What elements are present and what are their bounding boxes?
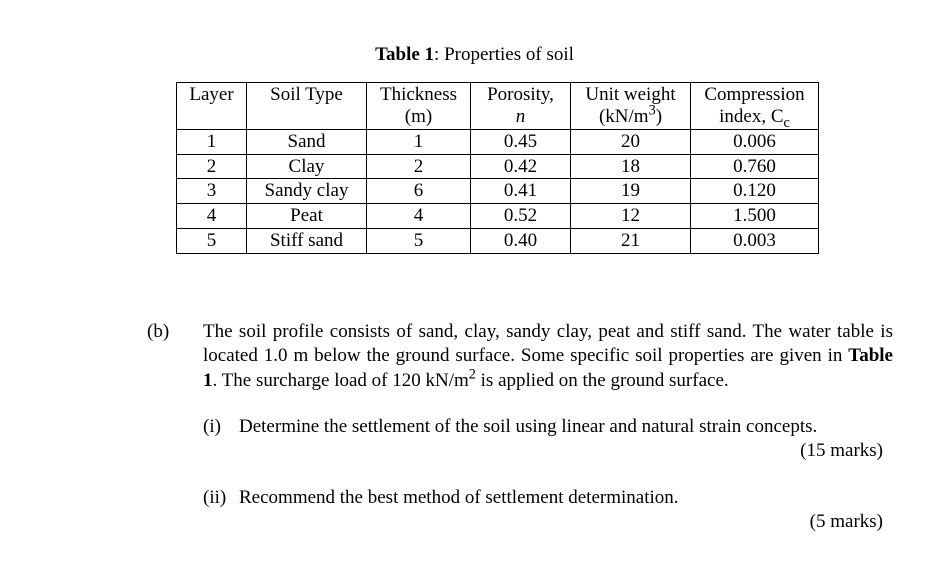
table-header-line1: Soil Type — [253, 84, 360, 106]
table-cell: 6 — [367, 179, 471, 204]
table-cell: 1.500 — [691, 204, 819, 229]
table-header-line2: index, Cc — [697, 106, 812, 128]
subitem-label: (ii) — [203, 486, 239, 510]
subitem-label: (i) — [203, 415, 239, 439]
subitem-marks: (5 marks) — [203, 510, 883, 534]
table-header-cell: Porosity,n — [471, 83, 571, 130]
table-cell: 19 — [571, 179, 691, 204]
table-header-line2: n — [477, 106, 564, 128]
table-cell: Sandy clay — [247, 179, 367, 204]
table-cell: 20 — [571, 129, 691, 154]
table-cell: 18 — [571, 154, 691, 179]
table-cell: 1 — [367, 129, 471, 154]
question-b: (b) The soil profile consists of sand, cl… — [147, 320, 907, 580]
table-row: 3Sandy clay60.41190.120 — [177, 179, 819, 204]
table-row: 4Peat40.52121.500 — [177, 204, 819, 229]
table-header-cell: Thickness(m) — [367, 83, 471, 130]
table-header-line1: Compression — [697, 84, 812, 106]
table-cell: 4 — [367, 204, 471, 229]
table-header-cell: Unit weight(kN/m3) — [571, 83, 691, 130]
table-header-line1: Thickness — [373, 84, 464, 106]
table-header-line2 — [183, 106, 240, 128]
question-subitem: (i)Determine the settlement of the soil … — [203, 415, 893, 464]
table-cell: 5 — [367, 229, 471, 254]
table-row: 1Sand10.45200.006 — [177, 129, 819, 154]
question-label: (b) — [147, 320, 169, 344]
table-cell: 0.45 — [471, 129, 571, 154]
table-cell: 0.006 — [691, 129, 819, 154]
table-cell: Stiff sand — [247, 229, 367, 254]
table-header-cell: Soil Type — [247, 83, 367, 130]
table-cell: Sand — [247, 129, 367, 154]
page: Table 1: Properties of soil Layer Soil T… — [0, 0, 949, 588]
table-cell: 0.003 — [691, 229, 819, 254]
table-row: 2Clay20.42180.760 — [177, 154, 819, 179]
table-header-cell: Layer — [177, 83, 247, 130]
table-cell: 5 — [177, 229, 247, 254]
table-header-line2 — [253, 106, 360, 128]
question-subitem: (ii)Recommend the best method of settlem… — [203, 486, 893, 535]
table-cell: 0.52 — [471, 204, 571, 229]
subitem-text: Recommend the best method of settlement … — [239, 486, 883, 510]
question-body: The soil profile consists of sand, clay,… — [203, 320, 893, 534]
table-cell: 0.40 — [471, 229, 571, 254]
table-cell: 0.760 — [691, 154, 819, 179]
table-caption: Table 1: Properties of soil — [0, 44, 949, 66]
table-cell: 2 — [177, 154, 247, 179]
subitem-text: Determine the settlement of the soil usi… — [239, 415, 883, 439]
table-cell: 0.120 — [691, 179, 819, 204]
table-cell: 3 — [177, 179, 247, 204]
table-header-line1: Unit weight — [577, 84, 684, 106]
table-cell: 4 — [177, 204, 247, 229]
table-header-line1: Layer — [183, 84, 240, 106]
table-cell: Clay — [247, 154, 367, 179]
table-caption-label: Table 1 — [375, 44, 434, 65]
table-header-cell: Compressionindex, Cc — [691, 83, 819, 130]
table-cell: 21 — [571, 229, 691, 254]
soil-properties-table: Layer Soil Type Thickness(m)Porosity,nUn… — [176, 82, 819, 254]
table-cell: 12 — [571, 204, 691, 229]
table-cell: 2 — [367, 154, 471, 179]
table-cell: 1 — [177, 129, 247, 154]
table-header-line2: (m) — [373, 106, 464, 128]
table-caption-rest: : Properties of soil — [434, 44, 574, 65]
table-header-line2: (kN/m3) — [577, 106, 684, 128]
table-cell: Peat — [247, 204, 367, 229]
table-header-line1: Porosity, — [477, 84, 564, 106]
table-row: 5Stiff sand50.40210.003 — [177, 229, 819, 254]
table-cell: 0.42 — [471, 154, 571, 179]
question-intro: The soil profile consists of sand, clay,… — [203, 320, 893, 393]
table-cell: 0.41 — [471, 179, 571, 204]
subitem-marks: (15 marks) — [203, 439, 883, 463]
